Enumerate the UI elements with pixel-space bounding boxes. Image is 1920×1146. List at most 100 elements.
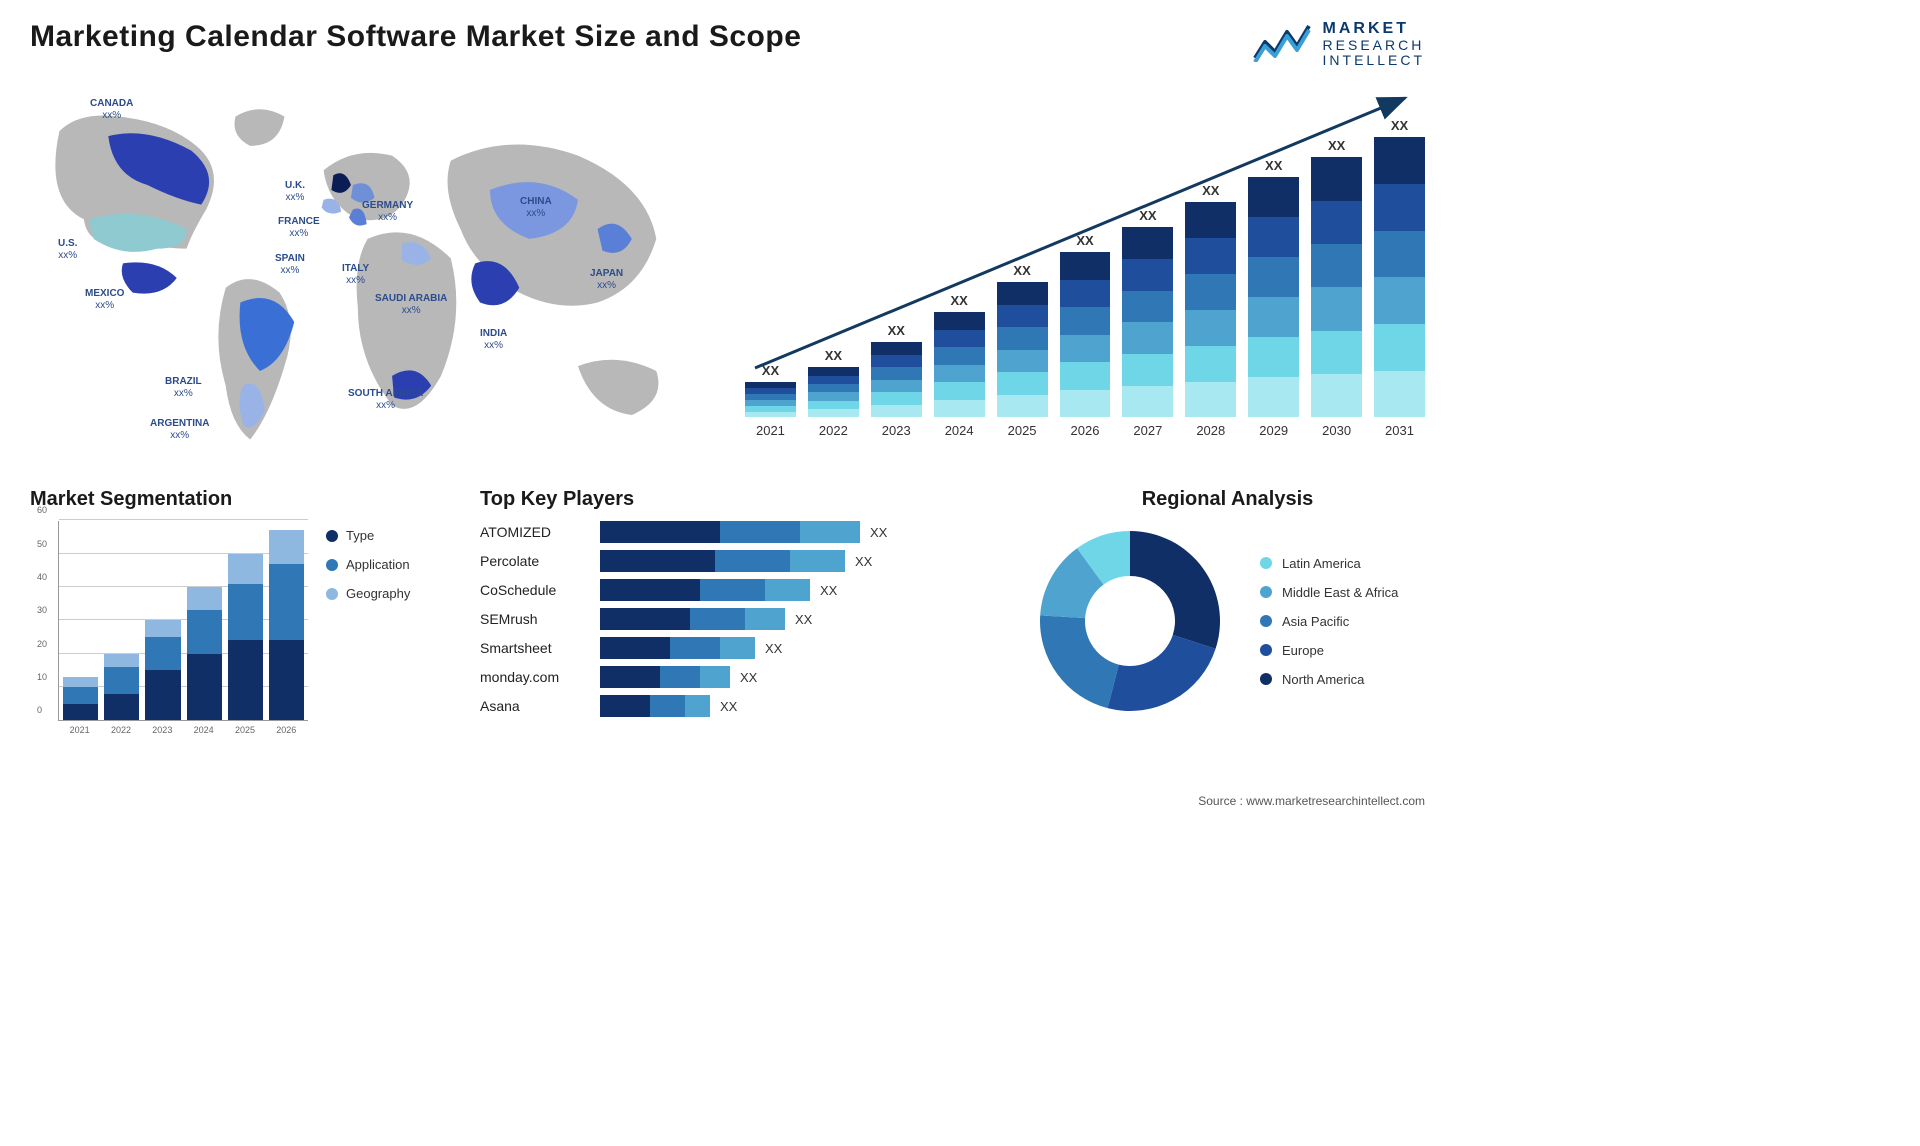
player-seg	[600, 579, 700, 601]
growth-seg	[1374, 371, 1425, 418]
player-seg	[670, 637, 720, 659]
player-seg	[650, 695, 685, 717]
growth-seg	[808, 409, 859, 417]
seg-seg	[187, 587, 222, 610]
growth-bar	[808, 367, 859, 417]
map-label: U.K.xx%	[285, 180, 305, 204]
seg-col	[145, 620, 180, 720]
seg-seg	[228, 554, 263, 584]
player-row: monday.comXX	[480, 666, 1010, 688]
player-row: Asana XX	[480, 695, 1010, 717]
growth-year-label: 2028	[1196, 423, 1225, 438]
growth-seg	[1311, 374, 1362, 417]
map-label: ITALYxx%	[342, 263, 369, 287]
seg-seg	[63, 704, 98, 721]
player-value: XX	[720, 699, 737, 714]
player-value: XX	[795, 612, 812, 627]
player-bar	[600, 550, 845, 572]
growth-seg	[1374, 324, 1425, 371]
player-seg	[765, 579, 810, 601]
player-seg	[600, 608, 690, 630]
growth-seg	[871, 392, 922, 405]
seg-seg	[63, 687, 98, 704]
player-name: ATOMIZED	[480, 524, 600, 540]
growth-seg	[871, 405, 922, 418]
seg-seg	[104, 654, 139, 667]
player-bar	[600, 521, 860, 543]
player-seg	[600, 637, 670, 659]
growth-year-label: 2029	[1259, 423, 1288, 438]
page-title: Marketing Calendar Software Market Size …	[30, 20, 801, 54]
player-name: SEMrush	[480, 611, 600, 627]
player-seg	[790, 550, 845, 572]
player-seg	[700, 579, 765, 601]
regional-legend-label: North America	[1282, 672, 1364, 687]
seg-ytick: 40	[37, 572, 47, 582]
growth-year-label: 2022	[819, 423, 848, 438]
swatch-icon	[326, 559, 338, 571]
logo-icon	[1253, 22, 1313, 67]
growth-seg	[808, 392, 859, 400]
seg-seg	[104, 694, 139, 721]
regional-legend: Latin AmericaMiddle East & AfricaAsia Pa…	[1260, 556, 1398, 687]
regional-legend-item: Middle East & Africa	[1260, 585, 1398, 600]
seg-seg	[104, 667, 139, 694]
seg-legend-label: Application	[346, 557, 410, 572]
growth-seg	[1060, 362, 1111, 390]
growth-top-label: XX	[888, 323, 905, 338]
player-bar	[600, 666, 730, 688]
seg-ytick: 50	[37, 539, 47, 549]
growth-seg	[808, 384, 859, 392]
growth-seg	[871, 367, 922, 380]
growth-seg	[1185, 274, 1236, 310]
growth-bar	[745, 382, 796, 417]
growth-seg	[1122, 322, 1173, 354]
growth-seg	[1248, 217, 1299, 257]
growth-seg	[1374, 184, 1425, 231]
map-label: MEXICOxx%	[85, 288, 124, 312]
swatch-icon	[1260, 644, 1272, 656]
growth-seg	[1248, 257, 1299, 297]
growth-seg	[934, 330, 985, 348]
regional-legend-label: Asia Pacific	[1282, 614, 1349, 629]
regional-legend-label: Middle East & Africa	[1282, 585, 1398, 600]
growth-col: XX2029	[1248, 158, 1299, 438]
growth-seg	[1185, 310, 1236, 346]
growth-year-label: 2025	[1008, 423, 1037, 438]
map-label: CHINAxx%	[520, 196, 552, 220]
seg-col	[228, 554, 263, 721]
growth-bar	[1311, 157, 1362, 417]
growth-seg	[1248, 377, 1299, 417]
segmentation-chart: 0102030405060	[58, 521, 308, 721]
player-bar-wrap: XX	[600, 550, 1010, 572]
growth-seg	[934, 365, 985, 383]
player-bar	[600, 637, 755, 659]
donut-slice	[1130, 531, 1220, 649]
growth-seg	[1185, 202, 1236, 238]
logo-text-1: MARKET	[1323, 20, 1425, 38]
player-row: SEMrush XX	[480, 608, 1010, 630]
seg-col	[63, 677, 98, 720]
seg-ytick: 60	[37, 505, 47, 515]
player-row: SmartsheetXX	[480, 637, 1010, 659]
seg-col	[269, 530, 304, 720]
player-value: XX	[740, 670, 757, 685]
segmentation-title: Market Segmentation	[30, 488, 308, 511]
swatch-icon	[1260, 615, 1272, 627]
growth-seg	[1311, 157, 1362, 200]
growth-top-label: XX	[1391, 118, 1408, 133]
player-bar	[600, 695, 710, 717]
player-name: Asana	[480, 698, 600, 714]
growth-top-label: XX	[1202, 183, 1219, 198]
map-label: INDIAxx%	[480, 328, 507, 352]
growth-seg	[997, 282, 1048, 305]
player-value: XX	[855, 554, 872, 569]
players-panel: Top Key Players ATOMIZEDXXPercolateXXCoS…	[480, 488, 1010, 768]
seg-seg	[269, 564, 304, 641]
player-seg	[600, 666, 660, 688]
growth-col: XX2030	[1311, 138, 1362, 438]
growth-seg	[1374, 137, 1425, 184]
player-seg	[800, 521, 860, 543]
growth-year-label: 2023	[882, 423, 911, 438]
growth-seg	[1122, 291, 1173, 323]
